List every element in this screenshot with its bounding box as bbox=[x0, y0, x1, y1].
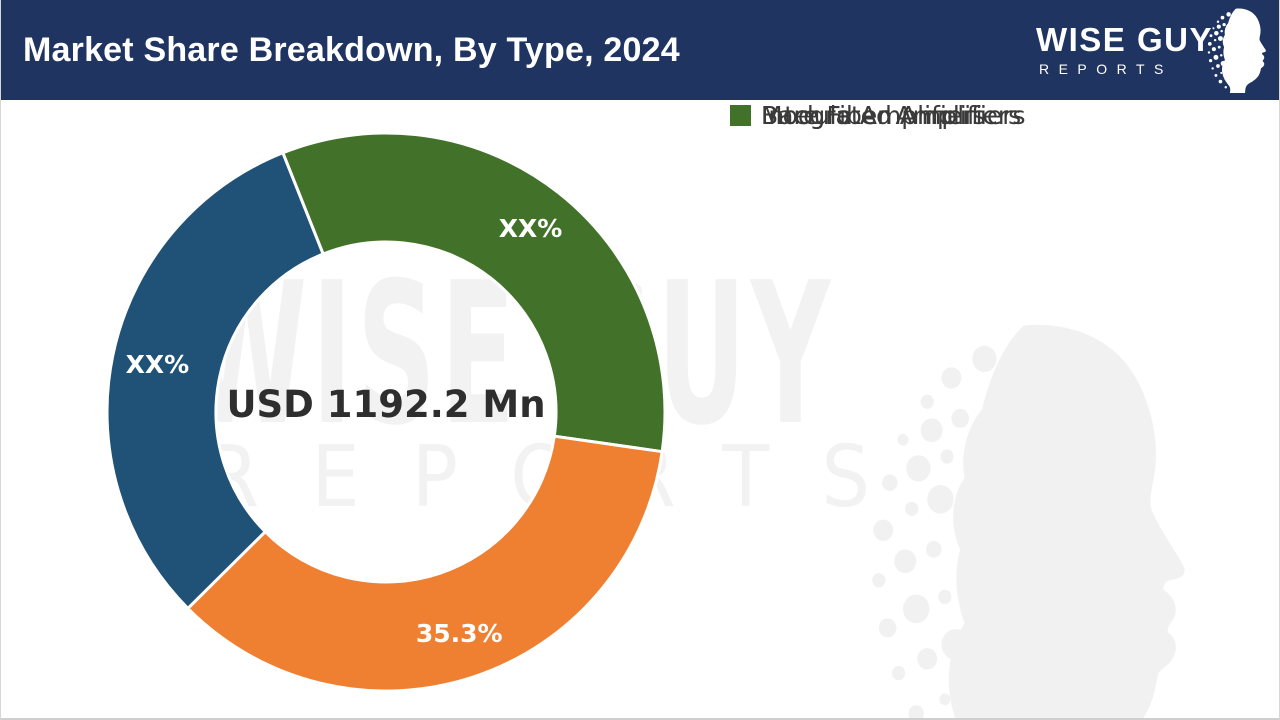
legend-label-bare-fiber: Bare Fiber Amplifiers bbox=[761, 100, 1022, 130]
slice-label-2: XX% bbox=[499, 214, 563, 243]
header: Market Share Breakdown, By Type, 2024 WI… bbox=[1, 0, 1279, 100]
brand-name: WISE GUY bbox=[1035, 21, 1213, 58]
slice-label-1: 35.3% bbox=[416, 619, 503, 648]
legend-label-integrated: Integrated Amplifiers bbox=[761, 100, 1026, 130]
watermark-face-icon bbox=[872, 324, 1185, 718]
donut-segment-0 bbox=[105, 151, 325, 610]
page-title: Market Share Breakdown, By Type, 2024 bbox=[23, 30, 680, 69]
brand-logo: WISE GUY REPORTS bbox=[1036, 0, 1267, 100]
chart-center-value: USD 1192.2 Mn bbox=[226, 383, 546, 426]
brand-subtitle: REPORTS bbox=[1038, 61, 1173, 77]
brand-logo-text: WISE GUY REPORTS bbox=[1036, 23, 1213, 77]
chart-area: WISE GUY REPORTS XX%35.3%XX% USD 1192.2 … bbox=[1, 100, 1279, 718]
legend-item-module: Module Amplifiers bbox=[730, 100, 986, 130]
donut-segment-2 bbox=[281, 131, 667, 454]
slice-label-0: XX% bbox=[126, 350, 190, 379]
donut-chart: XX% 35.3% XX% bbox=[105, 131, 667, 693]
legend-swatch-module bbox=[730, 104, 751, 126]
donut-segment-1 bbox=[186, 434, 664, 693]
legend-label-module: Module Amplifiers bbox=[761, 100, 986, 130]
brand-head-icon bbox=[1207, 8, 1266, 93]
